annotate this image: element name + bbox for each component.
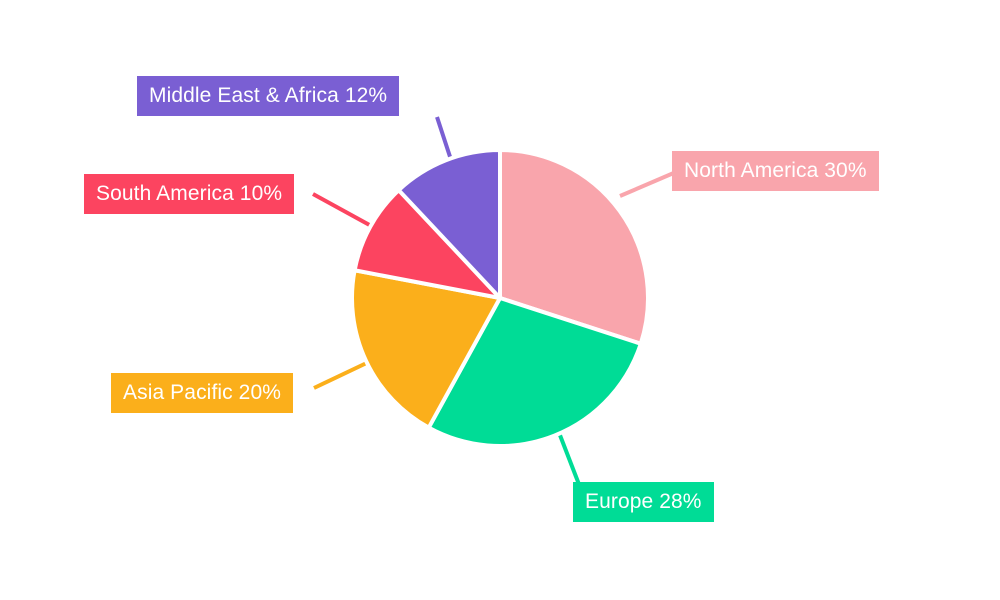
pie-label-middle-east-africa-text: Middle East & Africa 12% (149, 84, 388, 107)
pie-label-north-america[interactable]: North America 30% (672, 151, 879, 191)
pie-label-europe[interactable]: Europe 28% (573, 482, 714, 522)
pie-slice-north-america[interactable] (498, 148, 650, 346)
pie-label-asia-pacific[interactable]: Asia Pacific 20% (111, 373, 294, 413)
pie-label-europe-text: Europe 28% (585, 490, 702, 513)
leader-line-south-america (312, 192, 376, 230)
pie-slice-asia-pacific[interactable] (350, 268, 502, 430)
pie-label-asia-pacific-text: Asia Pacific 20% (123, 381, 282, 404)
leader-line-asia-pacific (313, 357, 376, 390)
pie-slice-south-america[interactable] (352, 188, 502, 300)
pie-label-north-america-text: North America 30% (684, 159, 867, 182)
pie-label-middle-east-africa[interactable]: Middle East & Africa 12% (137, 76, 400, 116)
pie-slice-middle-east-africa[interactable] (396, 148, 502, 300)
pie-label-south-america-text: South America 10% (96, 182, 283, 205)
leader-line-europe (556, 429, 582, 488)
leader-line-north-america (619, 170, 677, 198)
pie-slices (350, 148, 650, 448)
pie-label-south-america[interactable]: South America 10% (84, 174, 295, 214)
